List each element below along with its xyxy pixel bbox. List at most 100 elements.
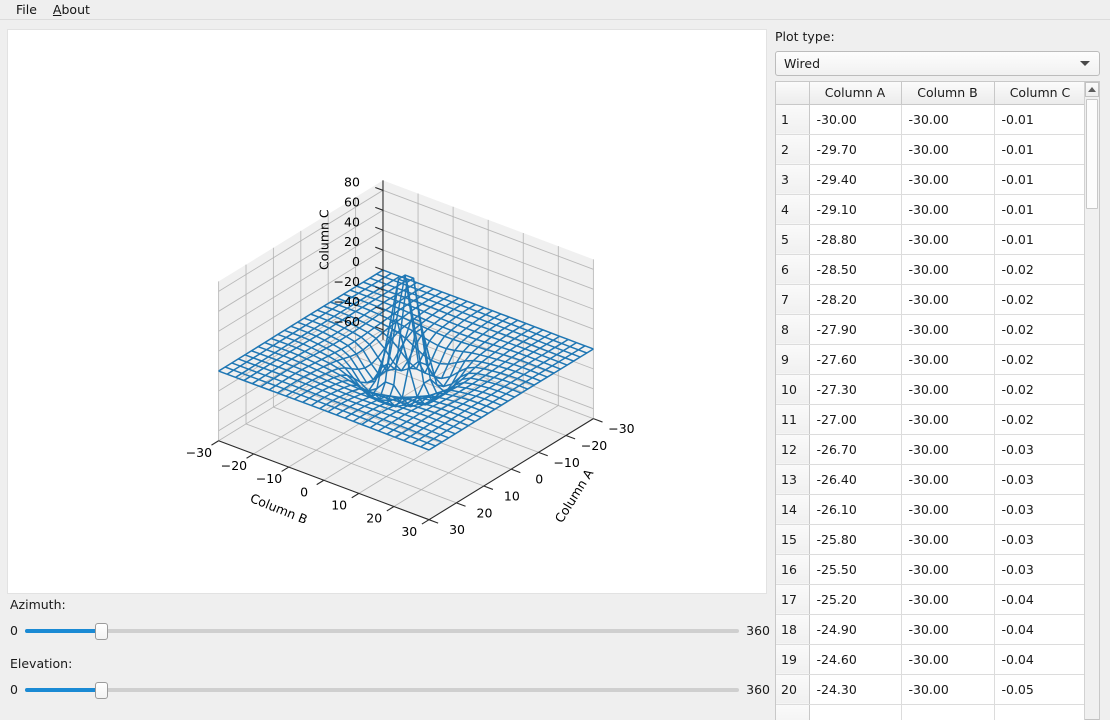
cell-column-b[interactable]: -30.00 bbox=[901, 224, 995, 255]
cell-column-c[interactable]: -0.01 bbox=[994, 104, 1084, 135]
cell-column-c[interactable]: -0.04 bbox=[994, 644, 1084, 675]
row-number-cell[interactable]: 8 bbox=[776, 314, 810, 345]
cell-column-c[interactable]: -0.02 bbox=[994, 254, 1084, 285]
table-row[interactable]: 2 -29.70 -30.00 -0.01 bbox=[776, 134, 1084, 165]
row-number-cell[interactable]: 12 bbox=[776, 434, 810, 465]
row-number-cell[interactable]: 3 bbox=[776, 164, 810, 195]
row-number-cell[interactable]: 4 bbox=[776, 194, 810, 225]
row-number-cell[interactable]: 1 bbox=[776, 104, 810, 135]
cell-column-c[interactable]: -0.03 bbox=[994, 554, 1084, 585]
row-number-cell[interactable] bbox=[776, 704, 810, 720]
cell-column-a[interactable]: -28.20 bbox=[809, 284, 902, 315]
cell-column-a[interactable]: -27.00 bbox=[809, 404, 902, 435]
table-row[interactable]: 12 -26.70 -30.00 -0.03 bbox=[776, 434, 1084, 465]
cell-column-a[interactable]: -26.40 bbox=[809, 464, 902, 495]
cell-column-c[interactable]: -0.01 bbox=[994, 224, 1084, 255]
cell-column-a[interactable]: -25.50 bbox=[809, 554, 902, 585]
row-number-cell[interactable]: 13 bbox=[776, 464, 810, 495]
cell-column-c[interactable]: -0.02 bbox=[994, 314, 1084, 345]
plot-type-combobox[interactable]: Wired bbox=[775, 51, 1100, 76]
cell-column-c[interactable]: -0.04 bbox=[994, 584, 1084, 615]
cell-column-b[interactable]: -30.00 bbox=[901, 104, 995, 135]
row-number-cell[interactable]: 2 bbox=[776, 134, 810, 165]
cell-column-b[interactable] bbox=[901, 704, 995, 720]
cell-column-c[interactable]: -0.01 bbox=[994, 194, 1084, 225]
table-row[interactable]: 19 -24.60 -30.00 -0.04 bbox=[776, 644, 1084, 675]
elevation-track[interactable] bbox=[25, 688, 740, 692]
cell-column-b[interactable]: -30.00 bbox=[901, 344, 995, 375]
table-row[interactable]: 8 -27.90 -30.00 -0.02 bbox=[776, 314, 1084, 345]
table-row[interactable]: 3 -29.40 -30.00 -0.01 bbox=[776, 164, 1084, 195]
menu-item-file[interactable]: File bbox=[8, 1, 45, 19]
cell-column-a[interactable]: -28.50 bbox=[809, 254, 902, 285]
scrollbar-thumb[interactable] bbox=[1086, 99, 1098, 209]
table-row[interactable]: 15 -25.80 -30.00 -0.03 bbox=[776, 524, 1084, 555]
cell-column-b[interactable]: -30.00 bbox=[901, 284, 995, 315]
cell-column-a[interactable]: -24.90 bbox=[809, 614, 902, 645]
table-row[interactable]: 9 -27.60 -30.00 -0.02 bbox=[776, 344, 1084, 375]
cell-column-a[interactable] bbox=[809, 704, 902, 720]
row-number-cell[interactable]: 14 bbox=[776, 494, 810, 525]
cell-column-b[interactable]: -30.00 bbox=[901, 494, 995, 525]
table-row[interactable]: 18 -24.90 -30.00 -0.04 bbox=[776, 614, 1084, 645]
cell-column-a[interactable]: -27.30 bbox=[809, 374, 902, 405]
table-row[interactable]: 10 -27.30 -30.00 -0.02 bbox=[776, 374, 1084, 405]
cell-column-c[interactable]: -0.02 bbox=[994, 344, 1084, 375]
cell-column-c[interactable]: -0.01 bbox=[994, 164, 1084, 195]
cell-column-c[interactable]: -0.05 bbox=[994, 674, 1084, 705]
cell-column-c[interactable]: -0.03 bbox=[994, 494, 1084, 525]
table-vertical-scrollbar[interactable] bbox=[1084, 82, 1099, 720]
menu-item-about[interactable]: About bbox=[45, 1, 98, 19]
cell-column-c[interactable]: -0.03 bbox=[994, 464, 1084, 495]
row-number-cell[interactable]: 7 bbox=[776, 284, 810, 315]
table-row[interactable]: 11 -27.00 -30.00 -0.02 bbox=[776, 404, 1084, 435]
column-header-c[interactable]: Column C bbox=[994, 82, 1084, 105]
row-number-cell[interactable]: 18 bbox=[776, 614, 810, 645]
row-number-cell[interactable]: 9 bbox=[776, 344, 810, 375]
cell-column-c[interactable]: -0.02 bbox=[994, 404, 1084, 435]
row-number-cell[interactable]: 15 bbox=[776, 524, 810, 555]
table-row[interactable]: 16 -25.50 -30.00 -0.03 bbox=[776, 554, 1084, 585]
cell-column-b[interactable]: -30.00 bbox=[901, 524, 995, 555]
cell-column-b[interactable]: -30.00 bbox=[901, 374, 995, 405]
row-number-cell[interactable]: 16 bbox=[776, 554, 810, 585]
cell-column-a[interactable]: -29.40 bbox=[809, 164, 902, 195]
cell-column-b[interactable]: -30.00 bbox=[901, 644, 995, 675]
cell-column-c[interactable]: -0.03 bbox=[994, 524, 1084, 555]
cell-column-a[interactable]: -29.70 bbox=[809, 134, 902, 165]
table-row[interactable]: 6 -28.50 -30.00 -0.02 bbox=[776, 254, 1084, 285]
cell-column-a[interactable]: -30.00 bbox=[809, 104, 902, 135]
table-row[interactable]: 17 -25.20 -30.00 -0.04 bbox=[776, 584, 1084, 615]
cell-column-c[interactable]: -0.01 bbox=[994, 134, 1084, 165]
cell-column-b[interactable]: -30.00 bbox=[901, 404, 995, 435]
table-corner-header[interactable] bbox=[776, 82, 810, 105]
table-row[interactable] bbox=[776, 704, 1084, 720]
cell-column-b[interactable]: -30.00 bbox=[901, 554, 995, 585]
cell-column-b[interactable]: -30.00 bbox=[901, 194, 995, 225]
cell-column-c[interactable]: -0.03 bbox=[994, 434, 1084, 465]
table-scroll-viewport[interactable]: Column A Column B Column C 1 -30.00 -30.00… bbox=[776, 82, 1084, 720]
cell-column-b[interactable]: -30.00 bbox=[901, 134, 995, 165]
row-number-cell[interactable]: 19 bbox=[776, 644, 810, 675]
row-number-cell[interactable]: 5 bbox=[776, 224, 810, 255]
row-number-cell[interactable]: 11 bbox=[776, 404, 810, 435]
cell-column-a[interactable]: -28.80 bbox=[809, 224, 902, 255]
cell-column-b[interactable]: -30.00 bbox=[901, 584, 995, 615]
cell-column-b[interactable]: -30.00 bbox=[901, 614, 995, 645]
scroll-up-button[interactable] bbox=[1085, 82, 1099, 97]
cell-column-a[interactable]: -26.10 bbox=[809, 494, 902, 525]
elevation-slider-handle[interactable] bbox=[95, 682, 108, 699]
surface-plot-3d[interactable]: −30−20−100102030−30−20−100102030−60−40−2… bbox=[8, 30, 767, 594]
cell-column-a[interactable]: -24.30 bbox=[809, 674, 902, 705]
azimuth-slider-handle[interactable] bbox=[95, 623, 108, 640]
table-row[interactable]: 7 -28.20 -30.00 -0.02 bbox=[776, 284, 1084, 315]
table-row[interactable]: 20 -24.30 -30.00 -0.05 bbox=[776, 674, 1084, 705]
cell-column-a[interactable]: -25.20 bbox=[809, 584, 902, 615]
cell-column-c[interactable]: -0.02 bbox=[994, 284, 1084, 315]
cell-column-a[interactable]: -26.70 bbox=[809, 434, 902, 465]
cell-column-b[interactable]: -30.00 bbox=[901, 314, 995, 345]
cell-column-a[interactable]: -27.60 bbox=[809, 344, 902, 375]
row-number-cell[interactable]: 10 bbox=[776, 374, 810, 405]
table-row[interactable]: 14 -26.10 -30.00 -0.03 bbox=[776, 494, 1084, 525]
cell-column-b[interactable]: -30.00 bbox=[901, 434, 995, 465]
